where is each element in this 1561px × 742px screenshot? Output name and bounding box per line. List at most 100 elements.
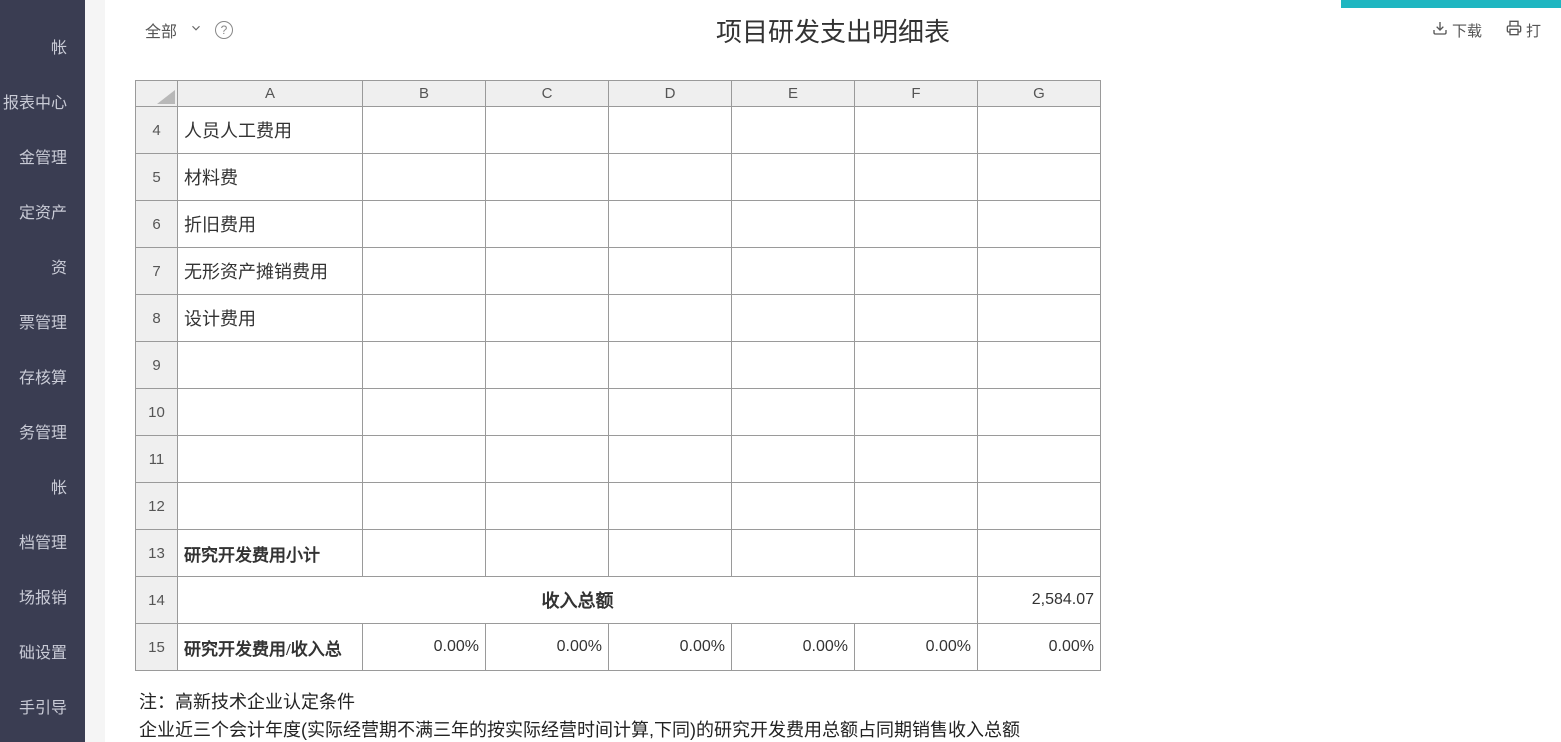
sidebar-item-1[interactable]: 报表中心 xyxy=(0,73,85,128)
row-head[interactable]: 11 xyxy=(136,436,178,483)
cell-A[interactable]: 研究开发费用小计 xyxy=(178,530,363,577)
row-head[interactable]: 6 xyxy=(136,201,178,248)
print-button[interactable]: 打 xyxy=(1506,20,1541,41)
help-icon[interactable]: ? xyxy=(215,21,233,39)
row-head[interactable]: 15 xyxy=(136,624,178,671)
cell[interactable] xyxy=(609,248,732,295)
cell[interactable] xyxy=(486,248,609,295)
cell[interactable] xyxy=(363,295,486,342)
ratio-value[interactable]: 0.00% xyxy=(855,624,978,671)
cell[interactable] xyxy=(978,154,1101,201)
cell[interactable] xyxy=(363,436,486,483)
cell[interactable] xyxy=(732,342,855,389)
row-head[interactable]: 14 xyxy=(136,577,178,624)
cell[interactable] xyxy=(486,295,609,342)
cell[interactable] xyxy=(609,483,732,530)
cell[interactable] xyxy=(732,201,855,248)
cell[interactable] xyxy=(855,107,978,154)
col-head-A[interactable]: A xyxy=(178,81,363,107)
cell[interactable] xyxy=(363,201,486,248)
sidebar-item-5[interactable]: 票管理 xyxy=(0,293,85,348)
cell[interactable] xyxy=(609,154,732,201)
income-value[interactable]: 2,584.07 xyxy=(978,577,1101,624)
sidebar-item-12[interactable]: 手引导 xyxy=(0,678,85,733)
cell[interactable] xyxy=(486,436,609,483)
cell[interactable] xyxy=(486,154,609,201)
row-head[interactable]: 12 xyxy=(136,483,178,530)
sidebar-item-11[interactable]: 础设置 xyxy=(0,623,85,678)
col-head-D[interactable]: D xyxy=(609,81,732,107)
sidebar-item-7[interactable]: 务管理 xyxy=(0,403,85,458)
cell[interactable] xyxy=(855,483,978,530)
sidebar-item-10[interactable]: 场报销 xyxy=(0,568,85,623)
cell[interactable] xyxy=(978,295,1101,342)
ratio-label[interactable]: 研究开发费用/收入总 xyxy=(178,624,363,671)
cell[interactable] xyxy=(609,295,732,342)
cell[interactable] xyxy=(609,107,732,154)
cell[interactable] xyxy=(978,389,1101,436)
cell[interactable] xyxy=(732,389,855,436)
sidebar-item-9[interactable]: 档管理 xyxy=(0,513,85,568)
ratio-value[interactable]: 0.00% xyxy=(978,624,1101,671)
cell[interactable] xyxy=(978,530,1101,577)
row-head[interactable]: 7 xyxy=(136,248,178,295)
sidebar-item-2[interactable]: 金管理 xyxy=(0,128,85,183)
cell[interactable] xyxy=(609,436,732,483)
cell[interactable] xyxy=(732,295,855,342)
cell[interactable] xyxy=(486,201,609,248)
sidebar-item-6[interactable]: 存核算 xyxy=(0,348,85,403)
cell[interactable] xyxy=(978,248,1101,295)
cell-A[interactable] xyxy=(178,436,363,483)
cell[interactable] xyxy=(609,201,732,248)
col-head-G[interactable]: G xyxy=(978,81,1101,107)
cell-A[interactable]: 材料费 xyxy=(178,154,363,201)
cell[interactable] xyxy=(855,389,978,436)
cell[interactable] xyxy=(363,154,486,201)
cell[interactable] xyxy=(855,295,978,342)
cell-A[interactable]: 人员人工费用 xyxy=(178,107,363,154)
cell[interactable] xyxy=(609,530,732,577)
cell[interactable] xyxy=(486,107,609,154)
cell[interactable] xyxy=(363,530,486,577)
cell-A[interactable]: 无形资产摊销费用 xyxy=(178,248,363,295)
cell[interactable] xyxy=(363,389,486,436)
cell-A[interactable]: 折旧费用 xyxy=(178,201,363,248)
cell[interactable] xyxy=(855,530,978,577)
cell[interactable] xyxy=(855,248,978,295)
col-head-C[interactable]: C xyxy=(486,81,609,107)
spreadsheet[interactable]: A B C D E F G 4人员人工费用5材料费6折旧费用7无形资产摊销费用8… xyxy=(135,80,1101,671)
filter-dropdown[interactable]: 全部 ? xyxy=(145,18,233,42)
cell-A[interactable] xyxy=(178,389,363,436)
cell[interactable] xyxy=(732,436,855,483)
row-head[interactable]: 13 xyxy=(136,530,178,577)
cell[interactable] xyxy=(855,201,978,248)
download-button[interactable]: 下载 xyxy=(1432,20,1482,41)
cell[interactable] xyxy=(978,483,1101,530)
ratio-value[interactable]: 0.00% xyxy=(363,624,486,671)
row-head[interactable]: 5 xyxy=(136,154,178,201)
cell[interactable] xyxy=(978,342,1101,389)
cell[interactable] xyxy=(486,389,609,436)
cell[interactable] xyxy=(978,201,1101,248)
cell-A[interactable] xyxy=(178,483,363,530)
col-head-E[interactable]: E xyxy=(732,81,855,107)
col-head-B[interactable]: B xyxy=(363,81,486,107)
corner-cell[interactable] xyxy=(136,81,178,107)
cell[interactable] xyxy=(486,342,609,389)
cell[interactable] xyxy=(732,248,855,295)
cell-A[interactable] xyxy=(178,342,363,389)
cell-A[interactable]: 设计费用 xyxy=(178,295,363,342)
cell[interactable] xyxy=(609,342,732,389)
sidebar-item-0[interactable]: 帐 xyxy=(0,18,85,73)
ratio-value[interactable]: 0.00% xyxy=(732,624,855,671)
cell[interactable] xyxy=(732,154,855,201)
cell[interactable] xyxy=(855,436,978,483)
row-head[interactable]: 10 xyxy=(136,389,178,436)
cell[interactable] xyxy=(732,107,855,154)
row-head[interactable]: 8 xyxy=(136,295,178,342)
cell[interactable] xyxy=(609,389,732,436)
row-head[interactable]: 4 xyxy=(136,107,178,154)
ratio-value[interactable]: 0.00% xyxy=(486,624,609,671)
cell[interactable] xyxy=(486,530,609,577)
cell[interactable] xyxy=(486,483,609,530)
